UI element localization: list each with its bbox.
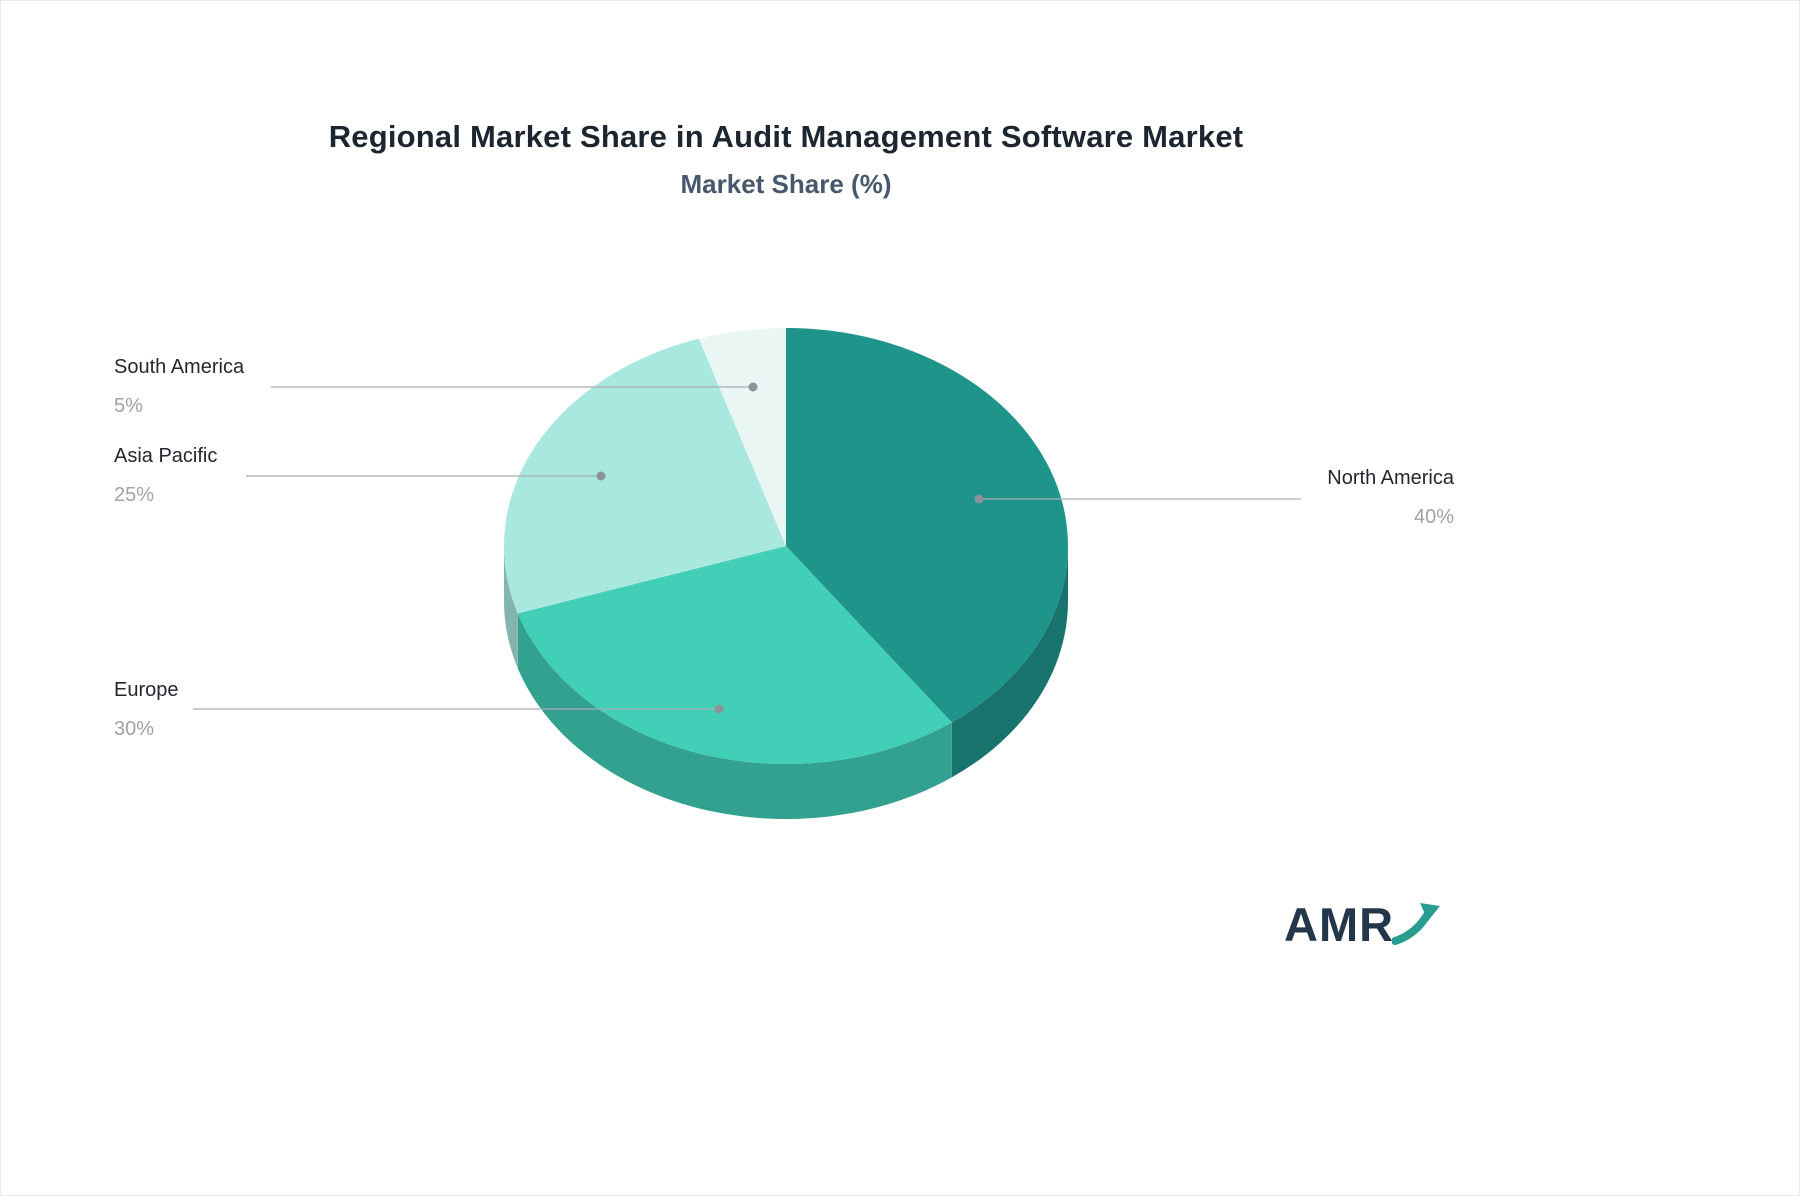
- amr-logo: AMR: [1284, 897, 1440, 952]
- pie-slice-asia-pacific[interactable]: [503, 338, 786, 614]
- slice-label: Asia Pacific: [114, 445, 218, 467]
- slice-label: North America: [1327, 467, 1454, 489]
- leader-dot: [974, 494, 984, 504]
- slice-label: Europe: [114, 679, 179, 701]
- chart-title: Regional Market Share in Audit Managemen…: [328, 119, 1244, 154]
- callout-europe: Europe 30%: [114, 679, 179, 740]
- slice-value: 30%: [114, 718, 155, 740]
- pie-slice-side: [504, 546, 518, 669]
- slice-value: 25%: [114, 484, 155, 506]
- pie-slice-side: [517, 613, 952, 819]
- slice-value: 5%: [114, 395, 143, 417]
- callout-north-america: North America 40%: [1327, 467, 1454, 528]
- chart-subtitle: Market Share (%): [680, 169, 892, 199]
- leader-dot: [714, 704, 724, 714]
- callout-south-america: South America 5%: [114, 356, 244, 417]
- leader-dot: [596, 471, 606, 481]
- logo-arrow-icon: [1392, 903, 1440, 945]
- amr-logo-text: AMR: [1284, 898, 1395, 951]
- leader-dot: [748, 382, 758, 392]
- pie-slice-north-america[interactable]: [786, 328, 1068, 723]
- slice-value: 40%: [1413, 506, 1454, 528]
- callout-asia-pacific: Asia Pacific 25%: [114, 445, 217, 506]
- pie-slice-side: [951, 546, 1068, 778]
- pie-slice-south-america[interactable]: [698, 328, 786, 546]
- slice-label: South America: [114, 356, 245, 378]
